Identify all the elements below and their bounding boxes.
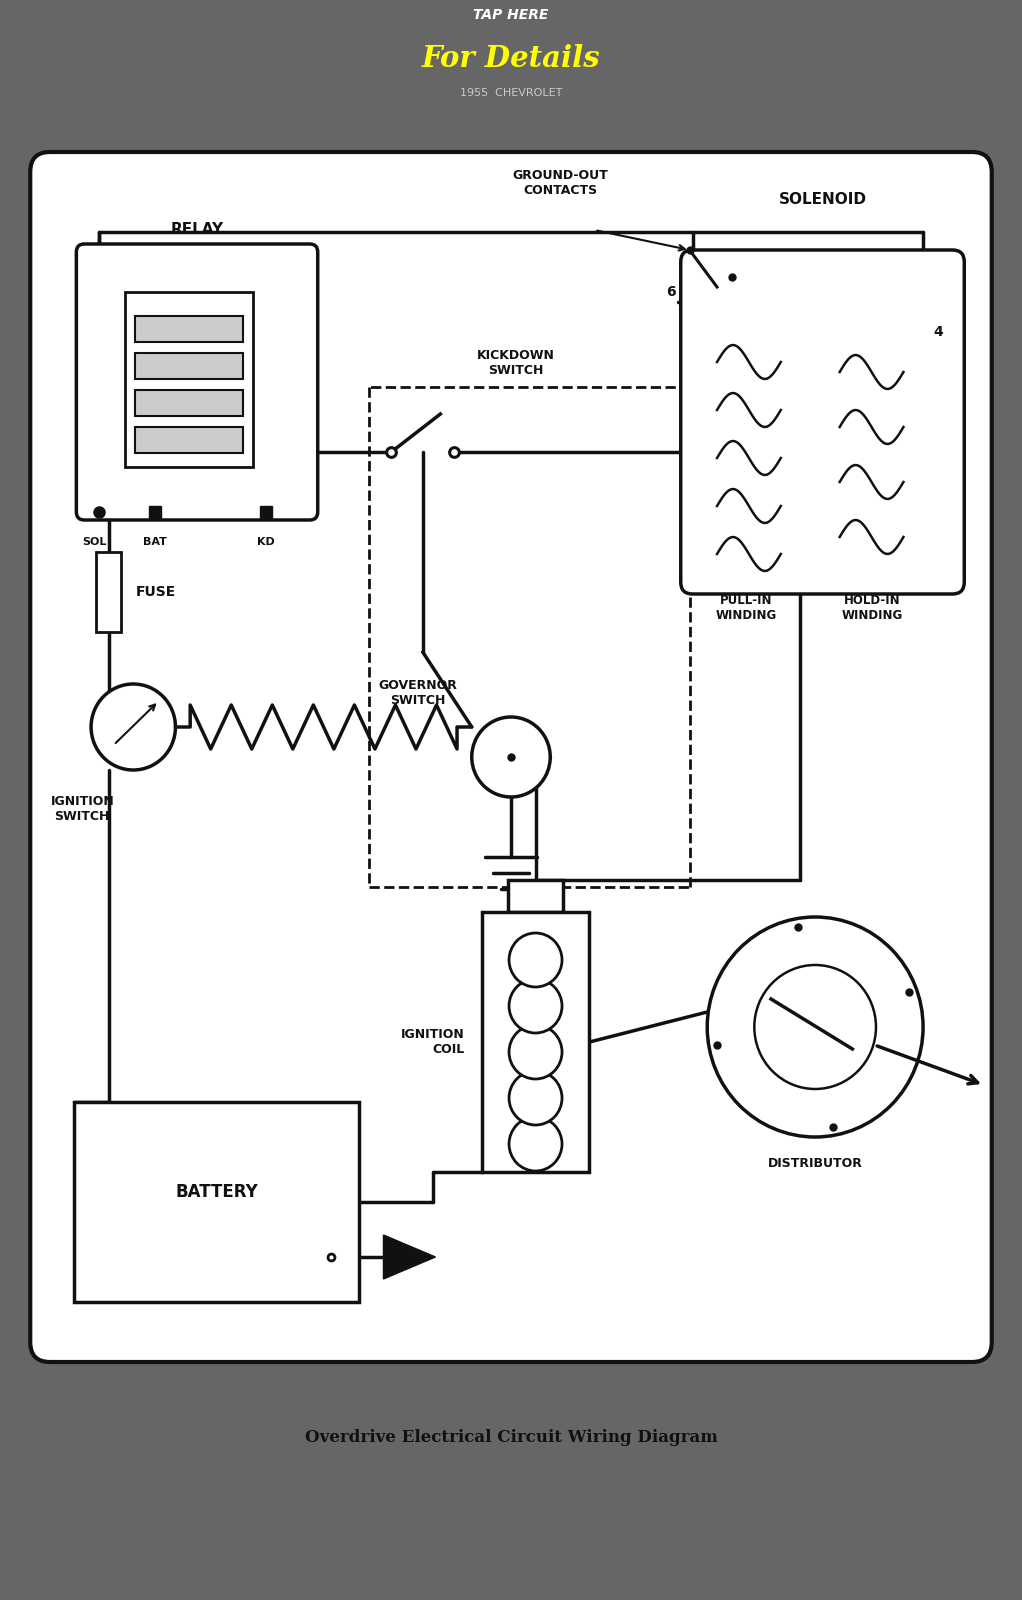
Bar bbox=[75, 1102, 359, 1302]
Circle shape bbox=[509, 979, 562, 1034]
Text: GROUND-OUT
CONTACTS: GROUND-OUT CONTACTS bbox=[512, 170, 608, 197]
Text: IGNITION
SWITCH: IGNITION SWITCH bbox=[50, 795, 114, 822]
Bar bbox=[481, 912, 590, 1171]
Text: FUSE: FUSE bbox=[136, 586, 177, 598]
Text: KICKDOWN
SWITCH: KICKDOWN SWITCH bbox=[477, 349, 555, 378]
Text: HOLD-IN
WINDING: HOLD-IN WINDING bbox=[841, 594, 902, 622]
FancyBboxPatch shape bbox=[77, 243, 318, 520]
Text: TAP HERE: TAP HERE bbox=[473, 8, 549, 22]
Text: SOL: SOL bbox=[82, 538, 106, 547]
Bar bbox=[135, 427, 243, 453]
Text: BATTERY: BATTERY bbox=[176, 1182, 258, 1202]
Circle shape bbox=[707, 917, 923, 1138]
Text: IGNITION
COIL: IGNITION COIL bbox=[402, 1029, 465, 1056]
Text: BAT: BAT bbox=[143, 538, 167, 547]
Text: For Details: For Details bbox=[422, 43, 600, 72]
Text: 6: 6 bbox=[666, 285, 676, 299]
Text: GOVERNOR
SWITCH: GOVERNOR SWITCH bbox=[378, 678, 457, 707]
Circle shape bbox=[509, 1070, 562, 1125]
Circle shape bbox=[509, 1117, 562, 1171]
FancyBboxPatch shape bbox=[31, 152, 991, 1362]
Text: KD: KD bbox=[257, 538, 275, 547]
Text: 1955  CHEVROLET: 1955 CHEVROLET bbox=[460, 88, 562, 98]
Circle shape bbox=[91, 685, 176, 770]
Text: DISTRIBUTOR: DISTRIBUTOR bbox=[768, 1157, 863, 1170]
Bar bbox=[126, 291, 253, 467]
Bar bbox=[135, 390, 243, 416]
Bar bbox=[508, 880, 563, 912]
FancyBboxPatch shape bbox=[681, 250, 965, 594]
Polygon shape bbox=[383, 1235, 435, 1278]
Circle shape bbox=[754, 965, 876, 1090]
Circle shape bbox=[472, 717, 550, 797]
Text: SOLENOID: SOLENOID bbox=[779, 192, 867, 206]
Bar bbox=[96, 552, 122, 632]
Circle shape bbox=[509, 1026, 562, 1078]
Text: 4: 4 bbox=[933, 325, 942, 339]
Bar bbox=[135, 317, 243, 342]
Bar bbox=[135, 354, 243, 379]
Text: Overdrive Electrical Circuit Wiring Diagram: Overdrive Electrical Circuit Wiring Diag… bbox=[305, 1429, 717, 1445]
Circle shape bbox=[509, 933, 562, 987]
Text: PULL-IN
WINDING: PULL-IN WINDING bbox=[715, 594, 777, 622]
Text: RELAY: RELAY bbox=[171, 222, 224, 237]
